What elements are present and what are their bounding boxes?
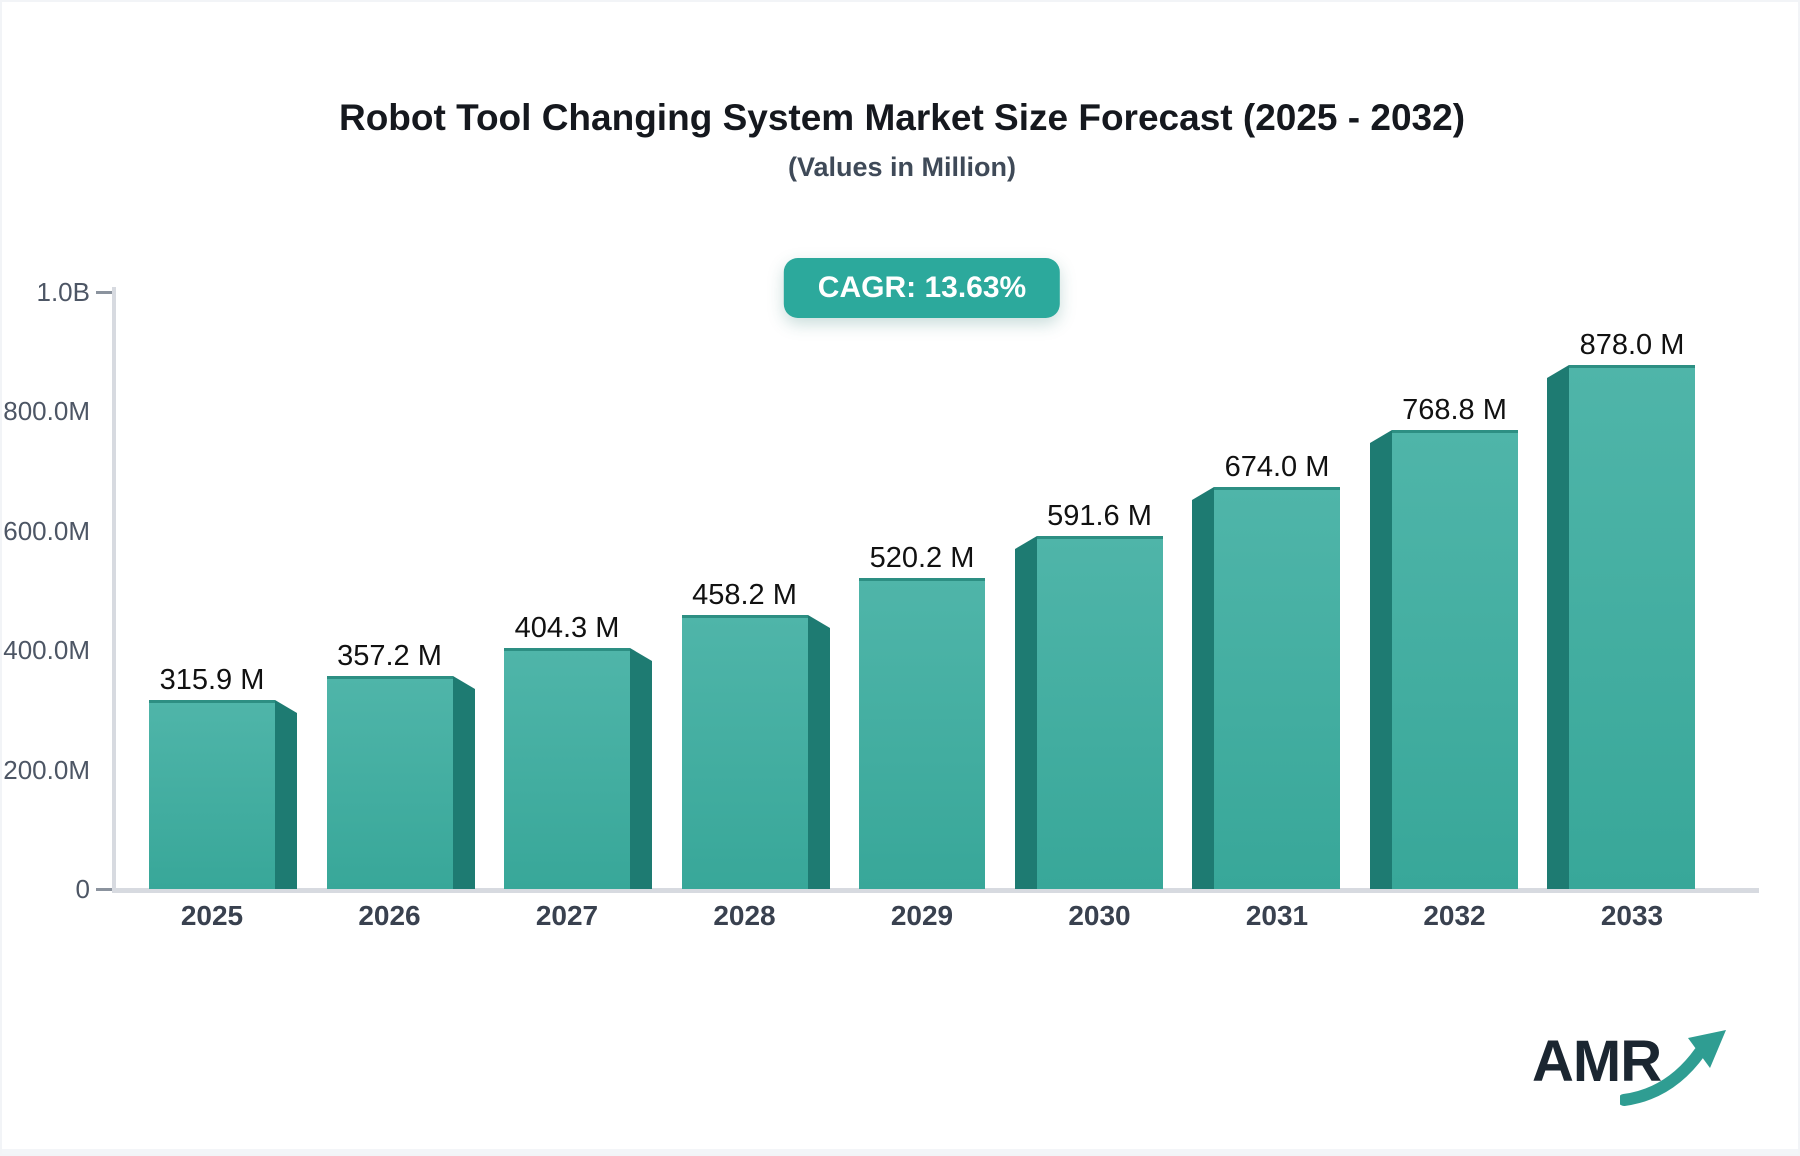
bar-value-label: 878.0 M [1579, 329, 1685, 361]
bar-value-label: 768.8 M [1402, 394, 1507, 426]
bar-side [1015, 536, 1037, 889]
y-tick-label: 800.0M [3, 396, 90, 427]
arrow-swoosh [1620, 1046, 1706, 1106]
bar-2031 [1192, 487, 1340, 889]
x-axis-line [112, 888, 1759, 893]
bar-side [1192, 487, 1214, 889]
bar-face [1037, 536, 1163, 889]
x-axis-label: 2028 [713, 900, 776, 931]
x-axis-label: 2030 [1068, 900, 1131, 931]
bar-side [275, 700, 297, 889]
bar-side [1547, 365, 1569, 889]
y-tick-dash [96, 291, 112, 294]
bar-2030 [1015, 536, 1163, 889]
bar-2027 [504, 648, 652, 889]
bar-face [1569, 365, 1695, 889]
x-axis-label: 2025 [180, 900, 244, 931]
amr-logo: AMR [1532, 1029, 1732, 1122]
bar-value-label: 357.2 M [337, 640, 442, 672]
bar-2026 [327, 676, 475, 889]
x-axis-label: 2033 [1600, 900, 1664, 931]
bar-side [808, 615, 830, 889]
cagr-badge: CAGR: 13.63% [783, 258, 1061, 318]
bottom-strip [2, 1149, 1798, 1154]
bar-2033 [1547, 365, 1695, 889]
y-tick-label: 200.0M [3, 754, 90, 785]
y-tick-label: 0 [75, 874, 90, 904]
bar-face [1214, 487, 1340, 889]
bar-value-label: 591.6 M [1047, 500, 1152, 532]
bar-side [453, 676, 475, 889]
bar-value-label: 674.0 M [1224, 451, 1330, 483]
y-tick-label: 1.0B [36, 277, 91, 307]
bar-face [1392, 430, 1518, 889]
bar-face [859, 578, 985, 889]
bar-face [327, 676, 453, 889]
y-tick-label: 600.0M [3, 515, 90, 546]
bar-2025 [149, 700, 297, 889]
amr-logo-text: AMR [1532, 1029, 1662, 1094]
bar-face [149, 700, 275, 889]
x-axis-label: 2032 [1423, 900, 1486, 931]
x-axis-label: 2031 [1245, 900, 1309, 931]
bar-value-label: 458.2 M [692, 579, 797, 611]
chart-subtitle: (Values in Million) [787, 152, 1017, 182]
x-axis-label: 2026 [358, 900, 421, 931]
y-axis-line [112, 287, 116, 893]
y-tick-label: 400.0M [3, 635, 90, 666]
bar-value-label: 315.9 M [159, 664, 265, 696]
bar-2032 [1370, 430, 1518, 889]
bar-face [682, 615, 808, 889]
chart-title: Robot Tool Changing System Market Size F… [338, 97, 1466, 138]
bar-face [504, 648, 630, 889]
y-tick-dash [96, 888, 112, 891]
bar-value-label: 404.3 M [514, 612, 620, 644]
x-axis-label: 2027 [535, 900, 599, 931]
x-axis-label: 2029 [890, 900, 954, 931]
bar-2028 [682, 615, 830, 889]
arrow-head [1688, 1030, 1726, 1068]
amr-logo-arrow-icon [1620, 1030, 1726, 1106]
bar-side [1370, 430, 1392, 889]
bar-side [630, 648, 652, 889]
bar-2029 [859, 578, 985, 889]
bar-value-label: 520.2 M [869, 542, 975, 574]
